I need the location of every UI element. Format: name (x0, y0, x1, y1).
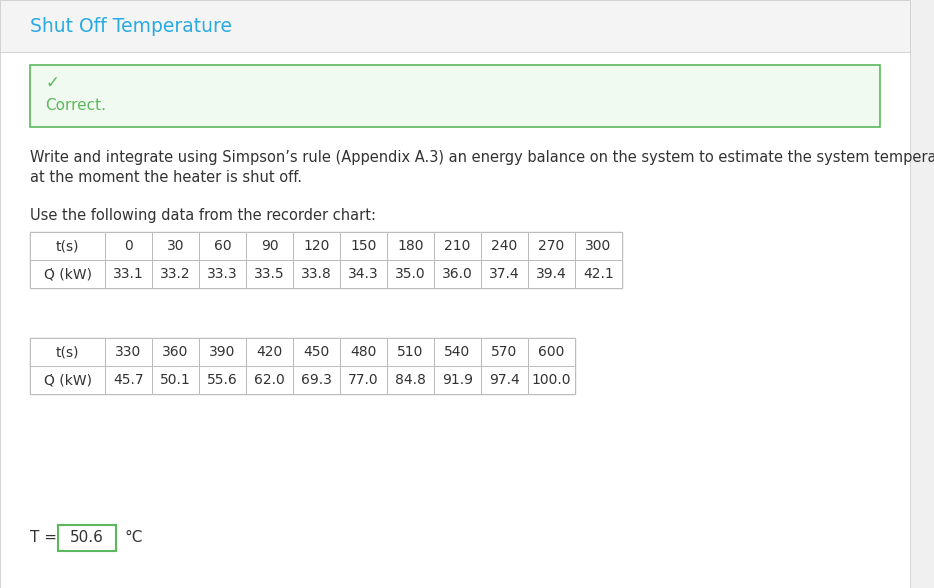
FancyBboxPatch shape (293, 338, 340, 366)
FancyBboxPatch shape (105, 338, 152, 366)
Text: Q̇ (kW): Q̇ (kW) (44, 267, 92, 281)
Text: t(s): t(s) (56, 345, 79, 359)
FancyBboxPatch shape (30, 232, 105, 260)
FancyBboxPatch shape (434, 260, 481, 288)
Text: T =: T = (30, 530, 57, 546)
FancyBboxPatch shape (481, 366, 528, 394)
Text: 300: 300 (586, 239, 612, 253)
FancyBboxPatch shape (434, 338, 481, 366)
Text: 69.3: 69.3 (301, 373, 332, 387)
Text: 33.1: 33.1 (113, 267, 144, 281)
FancyBboxPatch shape (30, 366, 105, 394)
Text: 480: 480 (350, 345, 376, 359)
FancyBboxPatch shape (387, 260, 434, 288)
Text: 60: 60 (214, 239, 232, 253)
FancyBboxPatch shape (152, 260, 199, 288)
Text: Q̇ (kW): Q̇ (kW) (44, 373, 92, 387)
FancyBboxPatch shape (105, 232, 152, 260)
Text: 570: 570 (491, 345, 517, 359)
Text: 77.0: 77.0 (348, 373, 379, 387)
FancyBboxPatch shape (434, 366, 481, 394)
FancyBboxPatch shape (387, 232, 434, 260)
FancyBboxPatch shape (199, 232, 246, 260)
FancyBboxPatch shape (340, 338, 387, 366)
Text: 42.1: 42.1 (583, 267, 614, 281)
Text: 37.4: 37.4 (489, 267, 520, 281)
Text: 84.8: 84.8 (395, 373, 426, 387)
Text: 150: 150 (350, 239, 376, 253)
Text: 30: 30 (167, 239, 184, 253)
Text: °C: °C (124, 530, 142, 546)
Text: 510: 510 (397, 345, 424, 359)
Text: 34.3: 34.3 (348, 267, 379, 281)
FancyBboxPatch shape (199, 366, 246, 394)
FancyBboxPatch shape (528, 366, 575, 394)
FancyBboxPatch shape (387, 338, 434, 366)
FancyBboxPatch shape (387, 366, 434, 394)
Text: 33.3: 33.3 (207, 267, 238, 281)
FancyBboxPatch shape (152, 338, 199, 366)
Text: t(s): t(s) (56, 239, 79, 253)
Text: 91.9: 91.9 (442, 373, 473, 387)
FancyBboxPatch shape (293, 366, 340, 394)
Text: 270: 270 (538, 239, 565, 253)
Text: 450: 450 (304, 345, 330, 359)
Text: 210: 210 (445, 239, 471, 253)
Text: 0: 0 (124, 239, 133, 253)
FancyBboxPatch shape (0, 52, 910, 588)
Text: 55.6: 55.6 (207, 373, 238, 387)
FancyBboxPatch shape (0, 0, 910, 52)
FancyBboxPatch shape (105, 260, 152, 288)
Text: Use the following data from the recorder chart:: Use the following data from the recorder… (30, 208, 376, 223)
FancyBboxPatch shape (575, 232, 622, 260)
FancyBboxPatch shape (0, 0, 910, 588)
FancyBboxPatch shape (30, 260, 105, 288)
Text: 50.6: 50.6 (70, 530, 104, 546)
Text: 600: 600 (538, 345, 565, 359)
FancyBboxPatch shape (434, 232, 481, 260)
Text: 39.4: 39.4 (536, 267, 567, 281)
FancyBboxPatch shape (199, 260, 246, 288)
Text: 330: 330 (116, 345, 142, 359)
FancyBboxPatch shape (481, 260, 528, 288)
Text: 390: 390 (209, 345, 235, 359)
FancyBboxPatch shape (340, 366, 387, 394)
Text: 33.8: 33.8 (301, 267, 332, 281)
Text: Shut Off Temperature: Shut Off Temperature (30, 16, 232, 35)
Text: 240: 240 (491, 239, 517, 253)
Text: 45.7: 45.7 (113, 373, 144, 387)
Text: 97.4: 97.4 (489, 373, 520, 387)
FancyBboxPatch shape (199, 338, 246, 366)
Text: 35.0: 35.0 (395, 267, 426, 281)
FancyBboxPatch shape (30, 232, 622, 288)
FancyBboxPatch shape (340, 260, 387, 288)
Text: 360: 360 (163, 345, 189, 359)
Text: 36.0: 36.0 (442, 267, 473, 281)
FancyBboxPatch shape (105, 366, 152, 394)
Text: 33.5: 33.5 (254, 267, 285, 281)
Text: 50.1: 50.1 (160, 373, 191, 387)
Text: at the moment the heater is shut off.: at the moment the heater is shut off. (30, 170, 302, 185)
Text: 62.0: 62.0 (254, 373, 285, 387)
FancyBboxPatch shape (246, 232, 293, 260)
FancyBboxPatch shape (152, 366, 199, 394)
Text: ✓: ✓ (45, 74, 59, 92)
Text: 33.2: 33.2 (161, 267, 191, 281)
FancyBboxPatch shape (528, 232, 575, 260)
Text: 120: 120 (304, 239, 330, 253)
Text: Correct.: Correct. (45, 99, 106, 113)
FancyBboxPatch shape (30, 338, 105, 366)
Text: 420: 420 (256, 345, 283, 359)
FancyBboxPatch shape (481, 232, 528, 260)
FancyBboxPatch shape (152, 232, 199, 260)
FancyBboxPatch shape (246, 260, 293, 288)
FancyBboxPatch shape (293, 232, 340, 260)
Text: 180: 180 (397, 239, 424, 253)
Text: 540: 540 (445, 345, 471, 359)
FancyBboxPatch shape (528, 260, 575, 288)
FancyBboxPatch shape (293, 260, 340, 288)
FancyBboxPatch shape (575, 260, 622, 288)
Text: 100.0: 100.0 (531, 373, 572, 387)
FancyBboxPatch shape (30, 65, 880, 127)
